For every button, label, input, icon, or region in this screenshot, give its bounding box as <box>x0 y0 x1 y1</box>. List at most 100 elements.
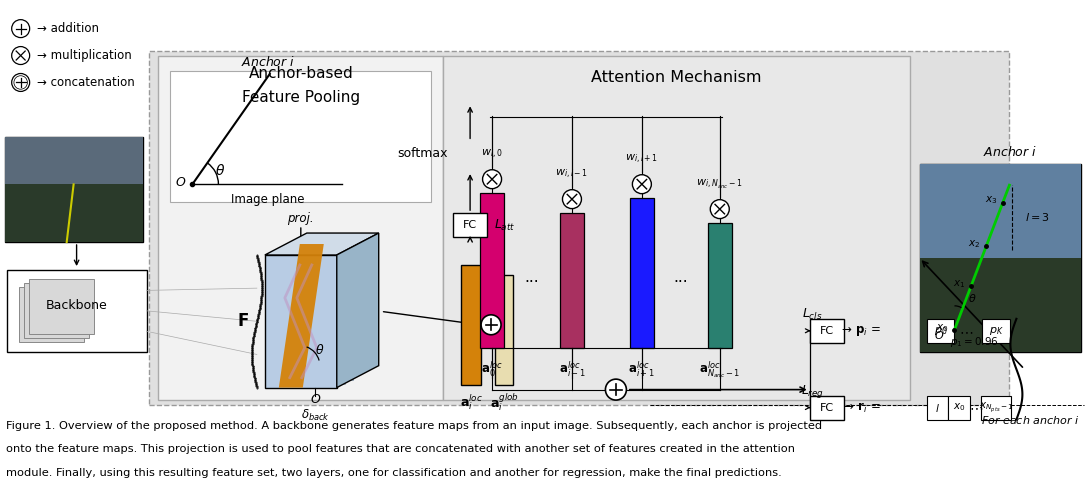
Text: $L_{reg}$: $L_{reg}$ <box>802 383 824 400</box>
Text: $L_{cls}$: $L_{cls}$ <box>803 308 823 322</box>
Text: $\delta_{back}$: $\delta_{back}$ <box>301 408 330 423</box>
Text: $x_3$: $x_3$ <box>984 194 998 206</box>
Text: FC: FC <box>820 326 834 336</box>
Text: Anchor-based: Anchor-based <box>248 66 353 81</box>
Bar <box>28 279 94 334</box>
Text: $w_{i,0}$: $w_{i,0}$ <box>481 148 503 161</box>
Circle shape <box>481 315 501 335</box>
Circle shape <box>12 46 29 64</box>
Bar <box>19 287 84 342</box>
Bar <box>809 319 844 342</box>
Text: $\mathbf{a}_i^{glob}$: $\mathbf{a}_i^{glob}$ <box>490 392 518 413</box>
Text: $\rightarrow\,\mathbf{p}_i\,=$: $\rightarrow\,\mathbf{p}_i\,=$ <box>840 324 882 338</box>
Circle shape <box>563 190 582 208</box>
Text: $l = 3$: $l = 3$ <box>1025 211 1050 223</box>
Polygon shape <box>919 258 1081 352</box>
Circle shape <box>482 170 502 188</box>
Text: $O$: $O$ <box>310 393 321 406</box>
Bar <box>982 319 1011 342</box>
Bar <box>949 396 970 419</box>
Text: $\mathbf{a}_i^{loc}$: $\mathbf{a}_i^{loc}$ <box>460 393 482 412</box>
Text: $\cdots$: $\cdots$ <box>969 400 983 414</box>
Text: $\mathbf{a}_{i-1}^{loc}$: $\mathbf{a}_{i-1}^{loc}$ <box>559 360 586 380</box>
Text: $w_{i,i-1}$: $w_{i,i-1}$ <box>555 168 588 181</box>
Text: Figure 1. Overview of the proposed method. A backbone generates feature maps fro: Figure 1. Overview of the proposed metho… <box>5 420 822 430</box>
Bar <box>461 265 481 384</box>
Text: Feature Pooling: Feature Pooling <box>242 90 359 105</box>
Polygon shape <box>265 233 379 255</box>
Text: $p_K$: $p_K$ <box>989 325 1004 337</box>
Circle shape <box>12 20 29 38</box>
Text: $p_1 = 0.96$: $p_1 = 0.96$ <box>950 334 999 348</box>
Text: $\cdots$: $\cdots$ <box>959 324 974 338</box>
Bar <box>148 50 1010 405</box>
Text: → addition: → addition <box>37 22 99 35</box>
Text: $O$: $O$ <box>934 329 944 341</box>
Polygon shape <box>265 255 337 388</box>
Text: $\mathbf{F}$: $\mathbf{F}$ <box>237 312 249 330</box>
Polygon shape <box>273 251 345 384</box>
Bar <box>4 138 143 242</box>
Text: → multiplication: → multiplication <box>37 49 132 62</box>
Bar <box>927 396 949 419</box>
Text: module. Finally, using this resulting feature set, two layers, one for classific: module. Finally, using this resulting fe… <box>5 468 782 478</box>
Text: → concatenation: → concatenation <box>37 76 134 89</box>
Text: onto the feature maps. This projection is used to pool features that are concate: onto the feature maps. This projection i… <box>5 444 795 454</box>
Text: Anchor $i$: Anchor $i$ <box>241 55 295 69</box>
Text: FC: FC <box>820 402 834 412</box>
Bar <box>24 283 88 338</box>
Bar <box>480 193 504 348</box>
Text: $w_{i,i+1}$: $w_{i,i+1}$ <box>625 152 659 166</box>
Text: Attention Mechanism: Attention Mechanism <box>591 70 761 85</box>
Text: $x_{N_{pts}-1}$: $x_{N_{pts}-1}$ <box>979 400 1014 414</box>
Polygon shape <box>279 244 323 388</box>
Polygon shape <box>265 255 337 388</box>
Text: $O$: $O$ <box>175 176 186 188</box>
Text: Backbone: Backbone <box>46 300 108 312</box>
Text: Anchor $i$: Anchor $i$ <box>983 146 1038 160</box>
Text: FC: FC <box>463 220 477 230</box>
Text: $\rightarrow\,\mathbf{r}_i\,=$: $\rightarrow\,\mathbf{r}_i\,=$ <box>841 400 880 414</box>
Bar <box>708 223 732 348</box>
Circle shape <box>710 200 730 218</box>
Text: $x_2$: $x_2$ <box>968 238 980 250</box>
Text: ...: ... <box>525 270 539 285</box>
Text: $\theta$: $\theta$ <box>216 162 225 178</box>
Text: $\theta$: $\theta$ <box>315 342 325 356</box>
Polygon shape <box>337 233 379 388</box>
Text: proj.: proj. <box>287 212 314 224</box>
Bar <box>171 70 431 202</box>
Text: $L_{att}$: $L_{att}$ <box>494 218 516 232</box>
Polygon shape <box>4 138 143 184</box>
Bar <box>159 56 443 400</box>
Bar <box>629 198 653 348</box>
Text: $\mathbf{a}_0^{loc}$: $\mathbf{a}_0^{loc}$ <box>481 360 503 380</box>
Bar <box>453 213 487 237</box>
Polygon shape <box>281 247 353 380</box>
Circle shape <box>605 379 626 400</box>
Polygon shape <box>4 184 143 242</box>
Bar <box>7 270 147 351</box>
Text: $p_0$: $p_0$ <box>933 325 947 337</box>
Text: $x_1$: $x_1$ <box>953 278 965 290</box>
Text: softmax: softmax <box>397 147 448 160</box>
Circle shape <box>12 74 29 92</box>
Bar <box>443 56 909 400</box>
Text: $x_0$: $x_0$ <box>937 322 949 334</box>
Bar <box>495 275 513 384</box>
Bar <box>927 319 954 342</box>
Text: For each anchor $i$: For each anchor $i$ <box>981 414 1079 426</box>
Bar <box>809 396 844 419</box>
Text: $\mathbf{a}_{N_{anc}-1}^{loc}$: $\mathbf{a}_{N_{anc}-1}^{loc}$ <box>699 359 741 380</box>
Bar <box>919 164 1081 352</box>
Bar <box>981 396 1011 419</box>
Text: ...: ... <box>673 270 688 285</box>
Text: $x_0$: $x_0$ <box>953 402 966 413</box>
Bar <box>560 213 584 348</box>
Text: $\theta$: $\theta$ <box>968 292 977 304</box>
Text: $l$: $l$ <box>935 402 940 413</box>
Text: $\mathbf{a}_{i+1}^{loc}$: $\mathbf{a}_{i+1}^{loc}$ <box>628 360 656 380</box>
Polygon shape <box>919 164 1081 258</box>
Circle shape <box>633 174 651 194</box>
Text: $w_{i,N_{anc}-1}$: $w_{i,N_{anc}-1}$ <box>696 178 743 190</box>
